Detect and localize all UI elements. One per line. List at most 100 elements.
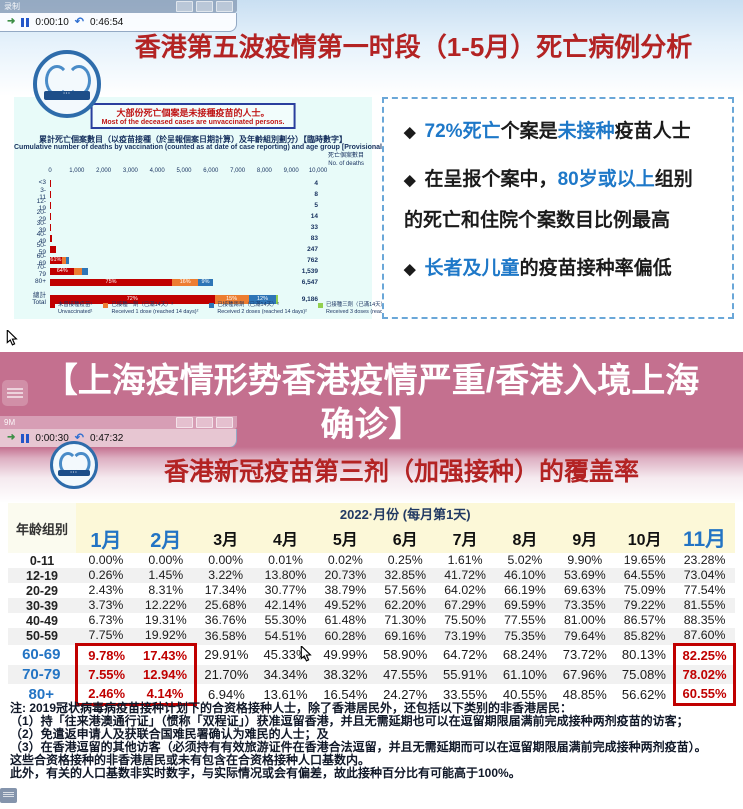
legend-text: 已接種一劑（已滿14天）² Received 1 dose (reached 14… (111, 301, 199, 315)
coverage-cell: 73.19% (444, 628, 486, 643)
coverage-cell: 78.02% (673, 665, 736, 684)
step-forward-icon[interactable]: ➜ (7, 16, 16, 27)
age-group-label: 30-39 (36, 219, 46, 234)
coverage-cell: 13.61% (263, 686, 308, 702)
pause-icon[interactable] (21, 17, 25, 27)
recorder-elapsed-time: 0:00:30 (35, 432, 69, 444)
section1-title: 香港第五波疫情第一时段（1-5月）死亡病例分析 (134, 32, 693, 62)
chart-bar-row: 20-29 14 (37, 209, 318, 222)
legend-text: 已接種三劑（已滿14天）² Received 3 doses (reached 1… (325, 301, 416, 315)
x-tick-label: 7,000 (230, 168, 246, 174)
month-header: 6月 (375, 523, 436, 553)
age-group-label: 20-29 (36, 208, 46, 223)
coverage-cell: 36.58% (204, 628, 247, 643)
key-point: ◆ 长者及儿童的疫苗接种率偏低 (404, 249, 724, 290)
chart-bar-row: 3-11 8 (39, 187, 318, 200)
month-header: 1月 (76, 523, 136, 553)
coverage-table: 年龄组别 2022·月份 (每月第1天) 1月 2月 3月 4月 5月 6月 7月 8月 9月 10月… (8, 503, 736, 706)
stacked-bar: 61% (50, 257, 304, 264)
coverage-cell: 19.31% (144, 613, 187, 627)
coverage-cell: 49.99% (323, 647, 368, 663)
bar-segment-dose2: 9% (198, 279, 213, 286)
x-tick-label: 10,000 (308, 168, 328, 174)
legend-text: 未曾接種疫苗¹ Unvaccinated¹ (58, 301, 93, 315)
minimize-button[interactable] (176, 1, 193, 12)
bar-segment-dose1: 16% (172, 278, 199, 286)
coverage-cell: 49.52% (324, 598, 367, 612)
deaths-chart-panel: 大部份死亡個案是未接種疫苗的人士。 Most of the deceased c… (14, 97, 416, 319)
mouse-cursor (300, 646, 312, 662)
settings-button[interactable] (196, 417, 213, 428)
x-tick-label: 6,000 (203, 168, 219, 174)
legend-item: 已接種兩劑（已滿14天）² Received 2 doses (reached 1… (209, 302, 307, 316)
close-button[interactable] (216, 417, 233, 428)
segment-percent-label: 16% (179, 278, 191, 285)
restart-icon[interactable]: ↶ (74, 15, 84, 28)
logo-badge: ••• (50, 441, 98, 489)
coverage-cell: 13.80% (264, 568, 307, 582)
coverage-cell: 6.94% (207, 686, 245, 702)
recorder-window-buttons (176, 1, 233, 12)
coverage-cell: 73.35% (563, 598, 606, 612)
stacked-bar (50, 202, 311, 209)
coverage-cell: 55.91% (443, 667, 488, 682)
coverage-cell: 75.08% (621, 667, 666, 682)
chart-x-axis-ticks: 0 1,000 2,000 3,000 4,000 5,000 6,000 7,000 8,00… (48, 168, 327, 176)
table-row: 60-69 9.78% 17.43% 29.91% 45.33% 49.99% 58.90%… (8, 643, 736, 665)
bar-segment-unvaccinated (50, 246, 57, 253)
footnotes: 注: 2019冠状病毒病疫苗接种计划下的合资格接种人士，除了香港居民外，还包括以… (10, 702, 735, 779)
coverage-cell: 17.43% (135, 643, 198, 665)
age-group-header: 年龄组别 (8, 503, 76, 553)
coverage-cell: 16.54% (323, 686, 368, 702)
recorder-elapsed-time: 0:00:10 (35, 16, 69, 28)
stacked-bar (50, 224, 308, 231)
recorder-label: 录制 (4, 2, 20, 11)
age-group-label: 60-69 (36, 252, 46, 267)
key-point-highlight: 80岁或以上 (557, 168, 655, 190)
logo-band: ••• (44, 91, 90, 101)
coverage-cell: 0.02% (327, 553, 363, 567)
coverage-cell: 64.02% (444, 583, 486, 597)
coverage-cell: 79.64% (563, 628, 606, 643)
coverage-cell: 3.73% (88, 598, 124, 612)
coverage-cell: 77.55% (504, 613, 546, 627)
coverage-cell: 24.27% (383, 686, 428, 702)
menu-icon[interactable] (2, 380, 28, 406)
month-header: 11月 (674, 523, 735, 553)
coverage-cell: 46.10% (504, 568, 546, 582)
table-row: 0-11 0.00% 0.00% 0.00% 0.01% 0.02% 0.25% 1.61% 5… (8, 553, 735, 568)
month-header: 10月 (614, 523, 675, 553)
coverage-cell: 6.73% (88, 613, 124, 627)
key-point: ◆ 在呈报个案中，80岁或以上组别 的死亡和住院个案数目比例最高 (404, 160, 724, 242)
bar-segment-unvaccinated (50, 202, 51, 209)
footnote-line: 注: 2019冠状病毒病疫苗接种计划下的合资格接种人士，除了香港居民外，还包括以… (10, 701, 573, 715)
coverage-cell: 57.56% (384, 583, 427, 597)
coverage-cell: 68.24% (502, 647, 547, 663)
x-tick-label: 9,000 (283, 168, 299, 174)
close-button[interactable] (216, 1, 233, 12)
coverage-cell: 80.13% (621, 647, 666, 663)
age-group-label: 3-11 (39, 186, 46, 201)
key-point-text: 的疫苗接种率偏低 (519, 257, 672, 279)
key-point: ◆ 72%死亡个案是未接种疫苗人士 (404, 112, 724, 153)
floating-recorder-icon[interactable] (0, 788, 17, 803)
minimize-button[interactable] (176, 417, 193, 428)
coverage-cell: 75.50% (444, 613, 486, 627)
stacked-bar: 72% 15% 12% (50, 295, 299, 304)
legend-swatch (317, 302, 323, 308)
legend-item: 未曾接種疫苗¹ Unvaccinated¹ (50, 302, 92, 316)
chart-bars: <3 4 3-11 8 12-19 5 20-29 14 30-39 33 40-49 83 50-59… (32, 178, 318, 306)
restart-icon[interactable]: ↶ (74, 431, 84, 444)
key-point-text: 组别 (654, 168, 693, 190)
bar-value-label: 1,539 (301, 268, 318, 275)
settings-button[interactable] (196, 1, 213, 12)
bar-value-label: 9,186 (301, 296, 318, 303)
coverage-cell: 88.35% (683, 613, 726, 627)
coverage-cell: 54.51% (264, 628, 307, 643)
diamond-bullet-icon: ◆ (404, 260, 416, 278)
key-point-highlight: 72%死亡 (424, 121, 501, 142)
coverage-cell: 56.62% (621, 686, 666, 702)
step-forward-icon[interactable]: ➜ (7, 432, 16, 443)
pause-icon[interactable] (21, 433, 25, 443)
coverage-cell: 3.22% (208, 568, 244, 582)
